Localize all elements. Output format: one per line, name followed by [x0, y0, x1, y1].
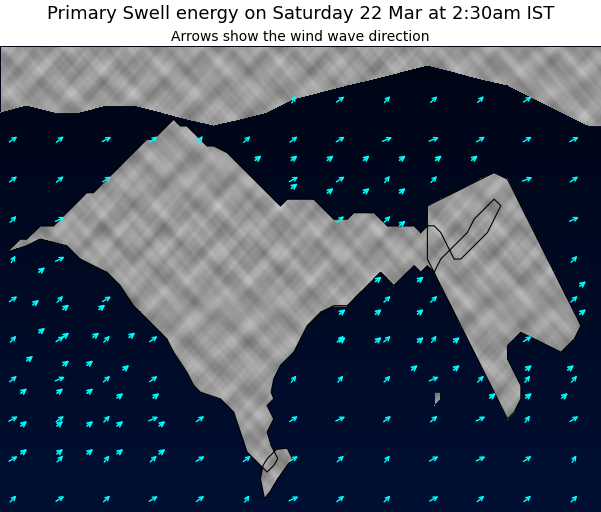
Text: Primary Swell energy on Saturday 22 Mar at 2:30am IST: Primary Swell energy on Saturday 22 Mar … [47, 5, 554, 23]
Text: Arrows show the wind wave direction: Arrows show the wind wave direction [171, 30, 430, 44]
